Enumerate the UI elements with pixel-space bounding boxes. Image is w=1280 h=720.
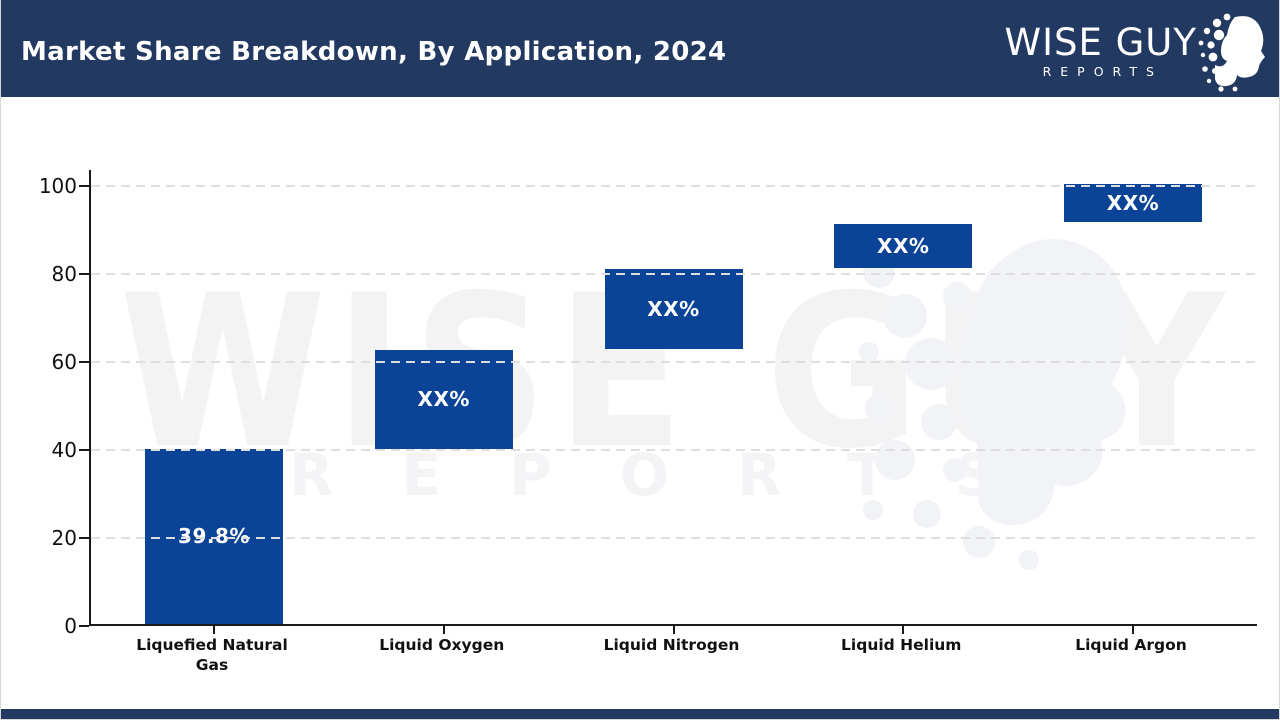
y-tick-mark-0 <box>79 625 89 627</box>
bar-value-label: XX% <box>1106 191 1160 216</box>
x-tick-mark <box>442 626 445 634</box>
y-tick-mark-40 <box>79 449 89 451</box>
gridline-60 <box>91 361 1257 363</box>
x-axis-label-liquid-nitrogen: Liquid Nitrogen <box>603 636 740 654</box>
y-tick-label-100: 100 <box>38 174 77 198</box>
x-tick-mark <box>902 626 905 634</box>
logo-wordmark: WISE GUY <box>1004 21 1197 64</box>
y-tick-mark-20 <box>79 537 89 539</box>
y-tick-label-80: 80 <box>51 262 77 286</box>
footer-bar <box>1 709 1279 719</box>
bar-liquid-argon: XX% <box>1064 184 1202 223</box>
gridline-20 <box>91 537 1257 539</box>
bar-liquefied-natural-gas: 39.8% <box>145 448 283 624</box>
y-tick-mark-100 <box>79 185 89 187</box>
logo-text-block: WISE GUY REPORTS <box>1005 24 1197 79</box>
x-tick-mark <box>1132 626 1134 634</box>
x-axis-label-liquid-argon: Liquid Argon <box>1075 636 1187 654</box>
bar-liquid-oxygen: XX% <box>374 349 513 449</box>
bar-value-label: XX% <box>417 387 470 412</box>
plot-area: 39.8% XX% XX% XX% XX% <box>79 170 1257 634</box>
chart-title: Market Share Breakdown, By Application, … <box>21 36 727 67</box>
logo-subtitle: REPORTS <box>1042 64 1163 79</box>
logo-head-icon <box>1198 13 1265 92</box>
bar-value-label: 39.8% <box>178 524 250 549</box>
bar-value-label: XX% <box>647 296 700 321</box>
y-tick-label-20: 20 <box>51 526 77 550</box>
x-axis-label-liquefied-natural-gas: Liquefied Natural Gas <box>136 636 288 674</box>
y-tick-label-40: 40 <box>51 438 77 462</box>
header-bar: Market Share Breakdown, By Application, … <box>1 0 1279 97</box>
gridline-40 <box>91 449 1257 451</box>
y-tick-mark-60 <box>79 361 89 363</box>
bar-value-label: XX% <box>877 233 930 258</box>
y-tick-label-0: 0 <box>64 614 77 638</box>
x-tick-mark <box>213 626 215 634</box>
gridline-80 <box>91 273 1257 275</box>
x-axis-label-liquid-oxygen: Liquid Oxygen <box>379 636 505 654</box>
y-tick-mark-80 <box>79 273 89 275</box>
wiseguy-logo: WISE GUY REPORTS <box>1005 11 1267 93</box>
y-tick-label-60: 60 <box>51 350 77 374</box>
gridline-100 <box>91 185 1257 187</box>
x-tick-mark <box>672 626 675 634</box>
bar-liquid-nitrogen: XX% <box>604 268 743 349</box>
x-axis-label-liquid-helium: Liquid Helium <box>841 636 962 654</box>
bar-liquid-helium: XX% <box>834 223 973 269</box>
